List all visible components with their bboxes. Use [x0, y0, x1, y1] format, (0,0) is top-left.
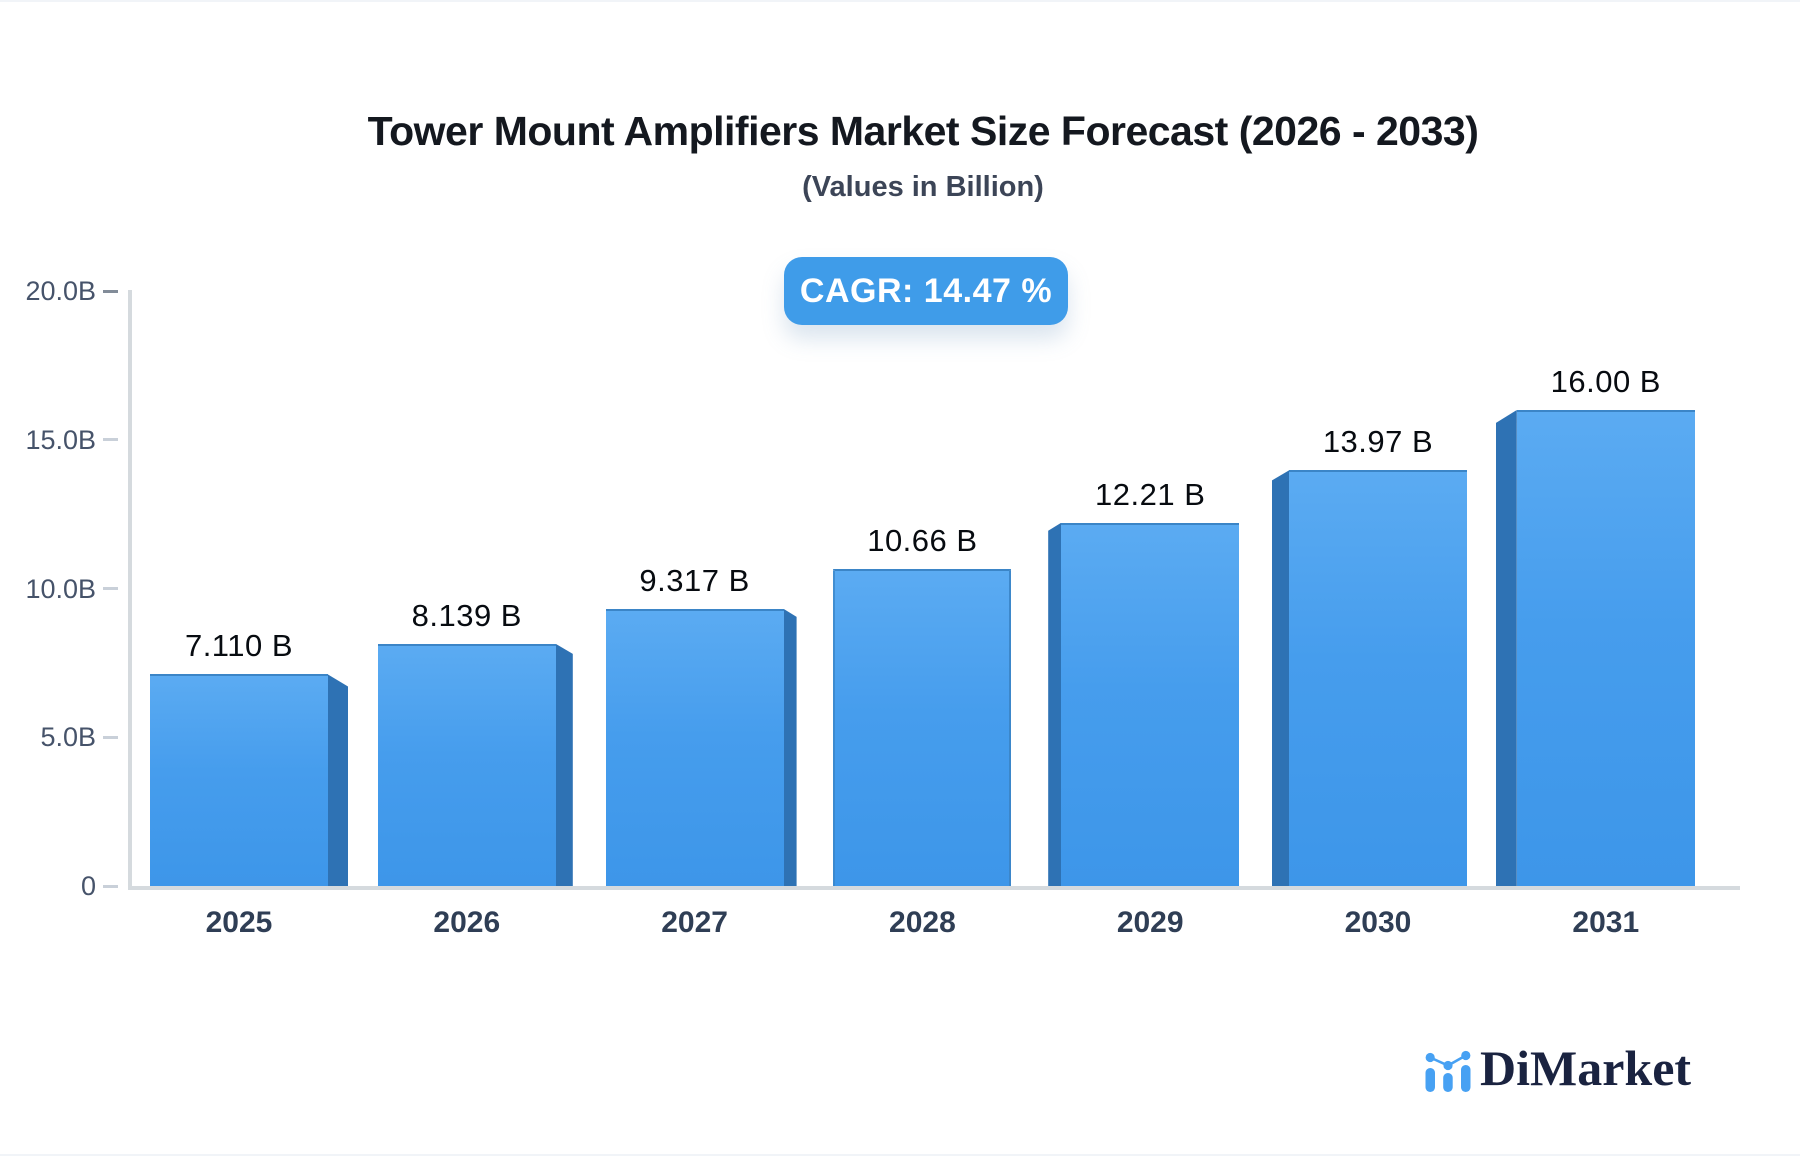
bar-value-label: 10.66 B: [867, 522, 978, 558]
x-axis-tick-label: 2029: [1116, 906, 1184, 939]
x-axis-tick-label: 2030: [1344, 906, 1412, 939]
x-axis-tick-label: 2031: [1572, 906, 1640, 939]
bar-3d-side: [1048, 522, 1062, 886]
x-axis-tick-label: 2025: [205, 906, 273, 939]
bar-value-label: 9.317 B: [639, 562, 750, 598]
bar-2029: [1061, 522, 1240, 886]
page-title: Tower Mount Amplifiers Market Size Forec…: [367, 108, 1479, 154]
bar-value-label: 8.139 B: [411, 597, 522, 633]
x-axis-line: [128, 886, 1740, 890]
bar-2025: [150, 674, 328, 886]
x-axis-tick-label: 2026: [433, 906, 501, 939]
bar-3d-side: [1272, 470, 1289, 886]
bar-chart-logo-icon: [1425, 1050, 1471, 1092]
y-axis-tick-label: 0: [80, 871, 96, 901]
y-axis-tick-label: 20.0B: [25, 276, 96, 306]
y-axis-tick-mark: [103, 884, 118, 888]
bar-2026: [377, 643, 556, 886]
bar-2028: [833, 568, 1012, 886]
bar-value-label: 13.97 B: [1322, 424, 1434, 460]
y-axis-tick-label: 10.0B: [25, 573, 96, 604]
y-axis-tick-mark: [103, 587, 118, 590]
y-axis-tick-mark: [103, 438, 118, 442]
bar-value-label: 7.110 B: [184, 628, 294, 664]
bar-3d-side: [328, 674, 348, 886]
brand-logo: DiMarket: [1424, 1042, 1691, 1094]
bar-2027: [605, 608, 784, 886]
y-axis-line: [128, 290, 132, 890]
bar-value-label: 12.21 B: [1095, 476, 1206, 512]
bar-value-label: 16.00 B: [1550, 364, 1661, 399]
y-axis-tick-mark: [103, 289, 118, 293]
bar-2030: [1289, 470, 1467, 886]
brand-logo-text: DiMarket: [1480, 1040, 1692, 1096]
cagr-badge: CAGR: 14.47 %: [784, 257, 1068, 325]
y-axis-tick-mark: [103, 735, 118, 739]
page-subtitle: (Values in Billion): [802, 171, 1044, 203]
bar-2031: [1516, 410, 1695, 886]
bar-3d-side: [783, 608, 797, 886]
bar-3d-side: [1495, 410, 1517, 886]
bar-3d-side: [555, 643, 573, 886]
x-axis-tick-label: 2028: [889, 906, 956, 939]
y-axis-tick-label: 15.0B: [25, 424, 96, 455]
y-axis-tick-label: 5.0B: [40, 722, 96, 753]
x-axis-tick-label: 2027: [661, 906, 728, 939]
cagr-badge-label: CAGR: 14.47 %: [799, 271, 1053, 310]
